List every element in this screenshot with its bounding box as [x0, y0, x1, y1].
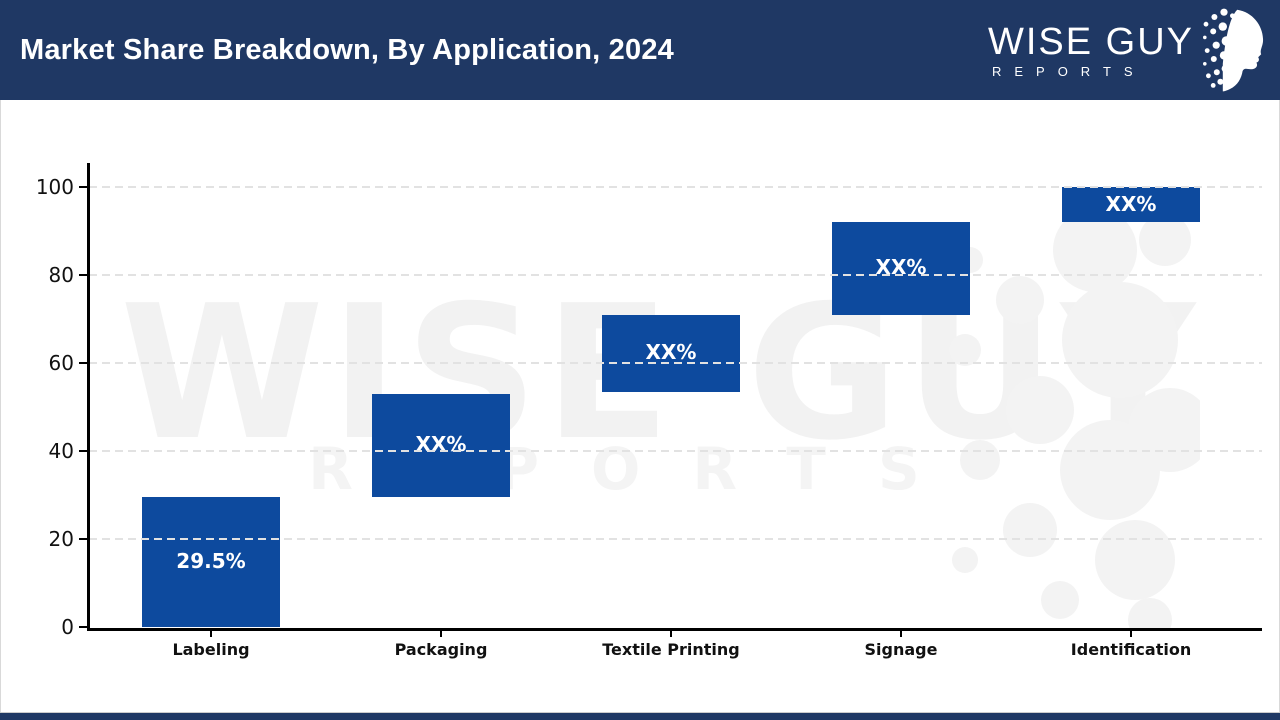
x-category-label-packaging: Packaging [394, 640, 488, 659]
bar-identification: XX% [1062, 187, 1200, 223]
y-tick-mark-40 [79, 450, 87, 452]
y-tick-mark-60 [79, 362, 87, 364]
y-tick-label-100: 100 [35, 175, 74, 199]
y-tick-label-60: 60 [48, 351, 74, 375]
y-tick-label-80: 80 [48, 263, 74, 287]
x-tick-mark [440, 630, 442, 637]
bar-value-label: XX% [645, 340, 697, 365]
logo-text: WISE GUY REPORTS [988, 23, 1194, 78]
x-category-label-signage: Signage [864, 640, 938, 659]
gridline-60 [89, 362, 1262, 364]
x-category-label-labeling: Labeling [172, 640, 250, 659]
x-tick-mark [900, 630, 902, 637]
y-tick-label-40: 40 [48, 439, 74, 463]
y-tick-label-20: 20 [48, 527, 74, 551]
gridline-80 [89, 274, 1262, 276]
x-category-label-textile-printing: Textile Printing [602, 640, 740, 659]
y-tick-label-0: 0 [61, 615, 74, 639]
x-tick-mark [210, 630, 212, 637]
bar-value-label: XX% [1105, 191, 1157, 216]
logo-wordmark: WISE GUY [987, 20, 1194, 63]
y-tick-mark-0 [79, 626, 87, 628]
gridline-100 [89, 186, 1262, 188]
x-axis-line [87, 628, 1262, 631]
footer-bar [0, 713, 1280, 720]
bar-labeling: 29.5% [142, 497, 280, 627]
gridline-40 [89, 450, 1262, 452]
bar-signage: XX% [832, 222, 970, 315]
y-axis-line [87, 163, 90, 630]
bar-textile-printing: XX% [602, 314, 740, 392]
bar-value-label: XX% [415, 432, 467, 457]
page-title: Market Share Breakdown, By Application, … [20, 33, 674, 66]
header-bar: Market Share Breakdown, By Application, … [0, 0, 1280, 100]
y-tick-mark-100 [79, 186, 87, 188]
logo-subtitle: REPORTS [991, 63, 1146, 79]
x-tick-mark [670, 630, 672, 637]
gridline-20 [89, 538, 1262, 540]
bar-packaging: XX% [372, 393, 510, 498]
footer-rule [0, 712, 1280, 713]
wise-guy-reports-logo: WISE GUY REPORTS [988, 6, 1280, 94]
x-tick-mark [1130, 630, 1132, 637]
x-category-label-identification: Identification [1070, 640, 1192, 659]
bar-value-label: 29.5% [176, 549, 246, 574]
y-tick-mark-80 [79, 274, 87, 276]
y-tick-mark-20 [79, 538, 87, 540]
logo-face-icon [1203, 8, 1264, 92]
